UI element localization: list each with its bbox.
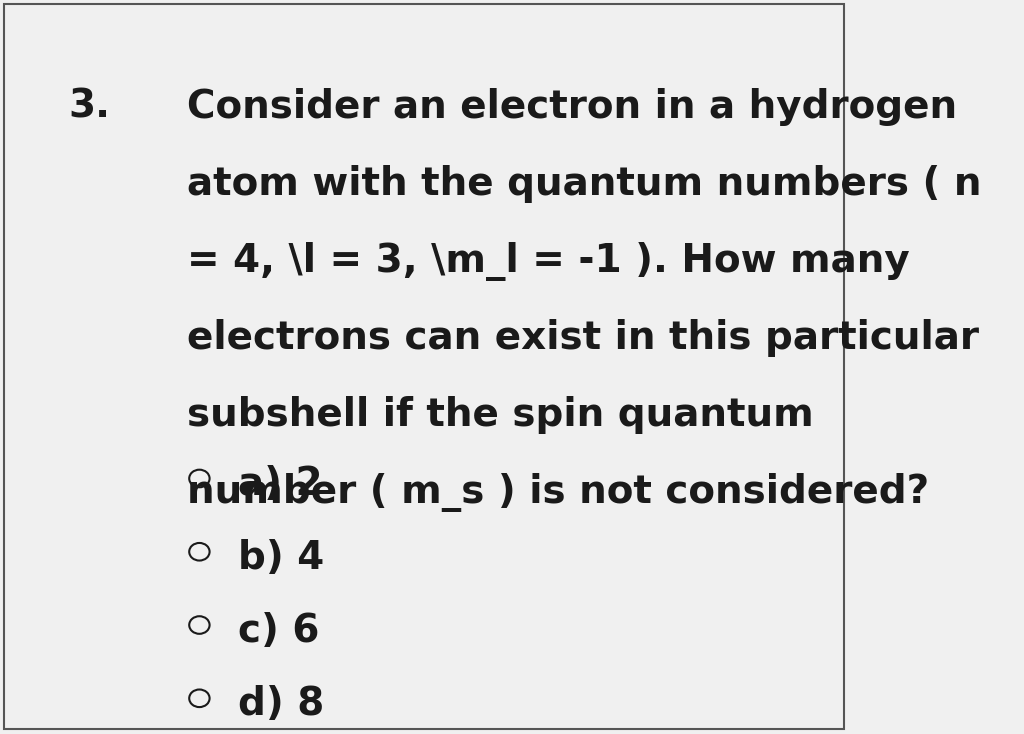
Text: electrons can exist in this particular: electrons can exist in this particular bbox=[186, 319, 979, 357]
Text: 3.: 3. bbox=[68, 88, 110, 126]
Text: subshell if the spin quantum: subshell if the spin quantum bbox=[186, 396, 813, 434]
Text: = 4, \l = 3, \m_l = -1 ). How many: = 4, \l = 3, \m_l = -1 ). How many bbox=[186, 241, 909, 281]
Text: a) 2: a) 2 bbox=[238, 465, 323, 504]
Text: d) 8: d) 8 bbox=[238, 685, 324, 723]
Text: b) 4: b) 4 bbox=[238, 539, 324, 577]
FancyBboxPatch shape bbox=[4, 4, 844, 729]
Text: Consider an electron in a hydrogen: Consider an electron in a hydrogen bbox=[186, 88, 956, 126]
Text: atom with the quantum numbers ( n: atom with the quantum numbers ( n bbox=[186, 165, 981, 203]
Text: c) 6: c) 6 bbox=[238, 612, 318, 650]
Text: number ( m_s ) is not considered?: number ( m_s ) is not considered? bbox=[186, 473, 929, 512]
